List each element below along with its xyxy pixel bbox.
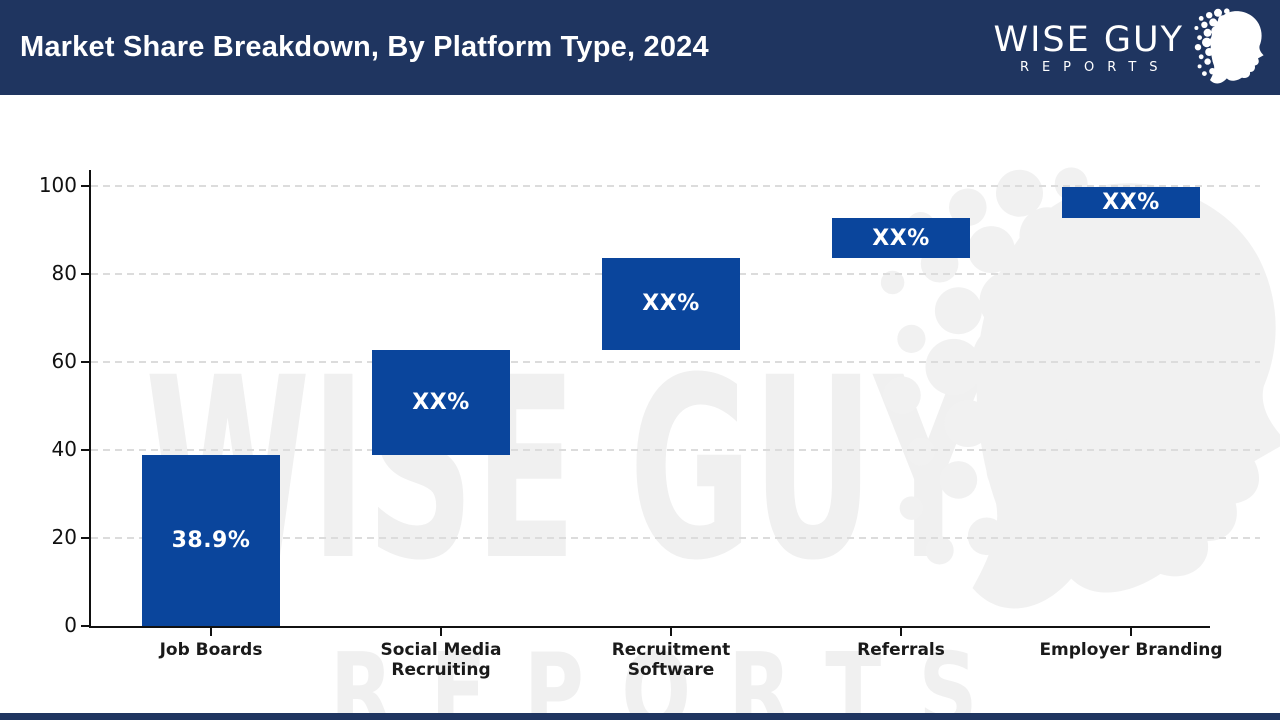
x-tick-mark [900,628,902,636]
logo-wordmark-line2: REPORTS [1019,59,1171,75]
x-tick-mark [1130,628,1132,636]
bar-segment: 38.9% [142,454,280,626]
y-grid-line [91,185,1260,187]
header-band: Market Share Breakdown, By Platform Type… [0,0,1280,95]
bar-segment: XX% [372,349,510,455]
y-tick-label: 80 [51,261,77,285]
y-grid-line [91,361,1260,363]
bar-value-label: 38.9% [171,527,251,553]
chart-title: Market Share Breakdown, By Platform Type… [20,31,709,63]
y-tick-label: 40 [51,437,77,461]
logo-wordmark-line1: WISE GUY [993,19,1184,60]
bar-segment: XX% [1062,186,1200,219]
y-tick-label: 100 [38,173,77,197]
y-tick-label: 20 [51,525,77,549]
x-category-label: Social Media Recruiting [380,640,502,680]
y-tick-mark [81,625,89,627]
bar-segment: XX% [832,218,970,259]
x-tick-mark [210,628,212,636]
bar-value-label: XX% [1102,189,1160,215]
y-tick-mark [81,361,89,363]
y-grid-line [91,449,1260,451]
y-tick-label: 0 [64,613,77,637]
bar-value-label: XX% [642,291,700,317]
y-tick-mark [81,273,89,275]
y-tick-mark [81,185,89,187]
bar-value-label: XX% [872,225,930,251]
y-grid-line [91,537,1260,539]
bar-segment: XX% [602,258,740,350]
logo-wordmark: WISE GUY REPORTS [993,21,1184,75]
x-tick-mark [670,628,672,636]
bar-value-label: XX% [412,389,470,415]
y-tick-mark [81,449,89,451]
x-category-label: Recruitment Software [611,640,731,680]
x-category-label: Referrals [857,640,945,660]
wise-guy-logo: WISE GUY REPORTS [993,8,1280,88]
x-category-label: Employer Branding [1039,640,1223,660]
footer-band [0,713,1280,720]
x-category-label: Job Boards [159,640,263,660]
y-tick-mark [81,537,89,539]
y-tick-label: 60 [51,349,77,373]
y-axis-line [89,170,91,628]
x-axis-line [89,626,1210,628]
x-tick-mark [440,628,442,636]
